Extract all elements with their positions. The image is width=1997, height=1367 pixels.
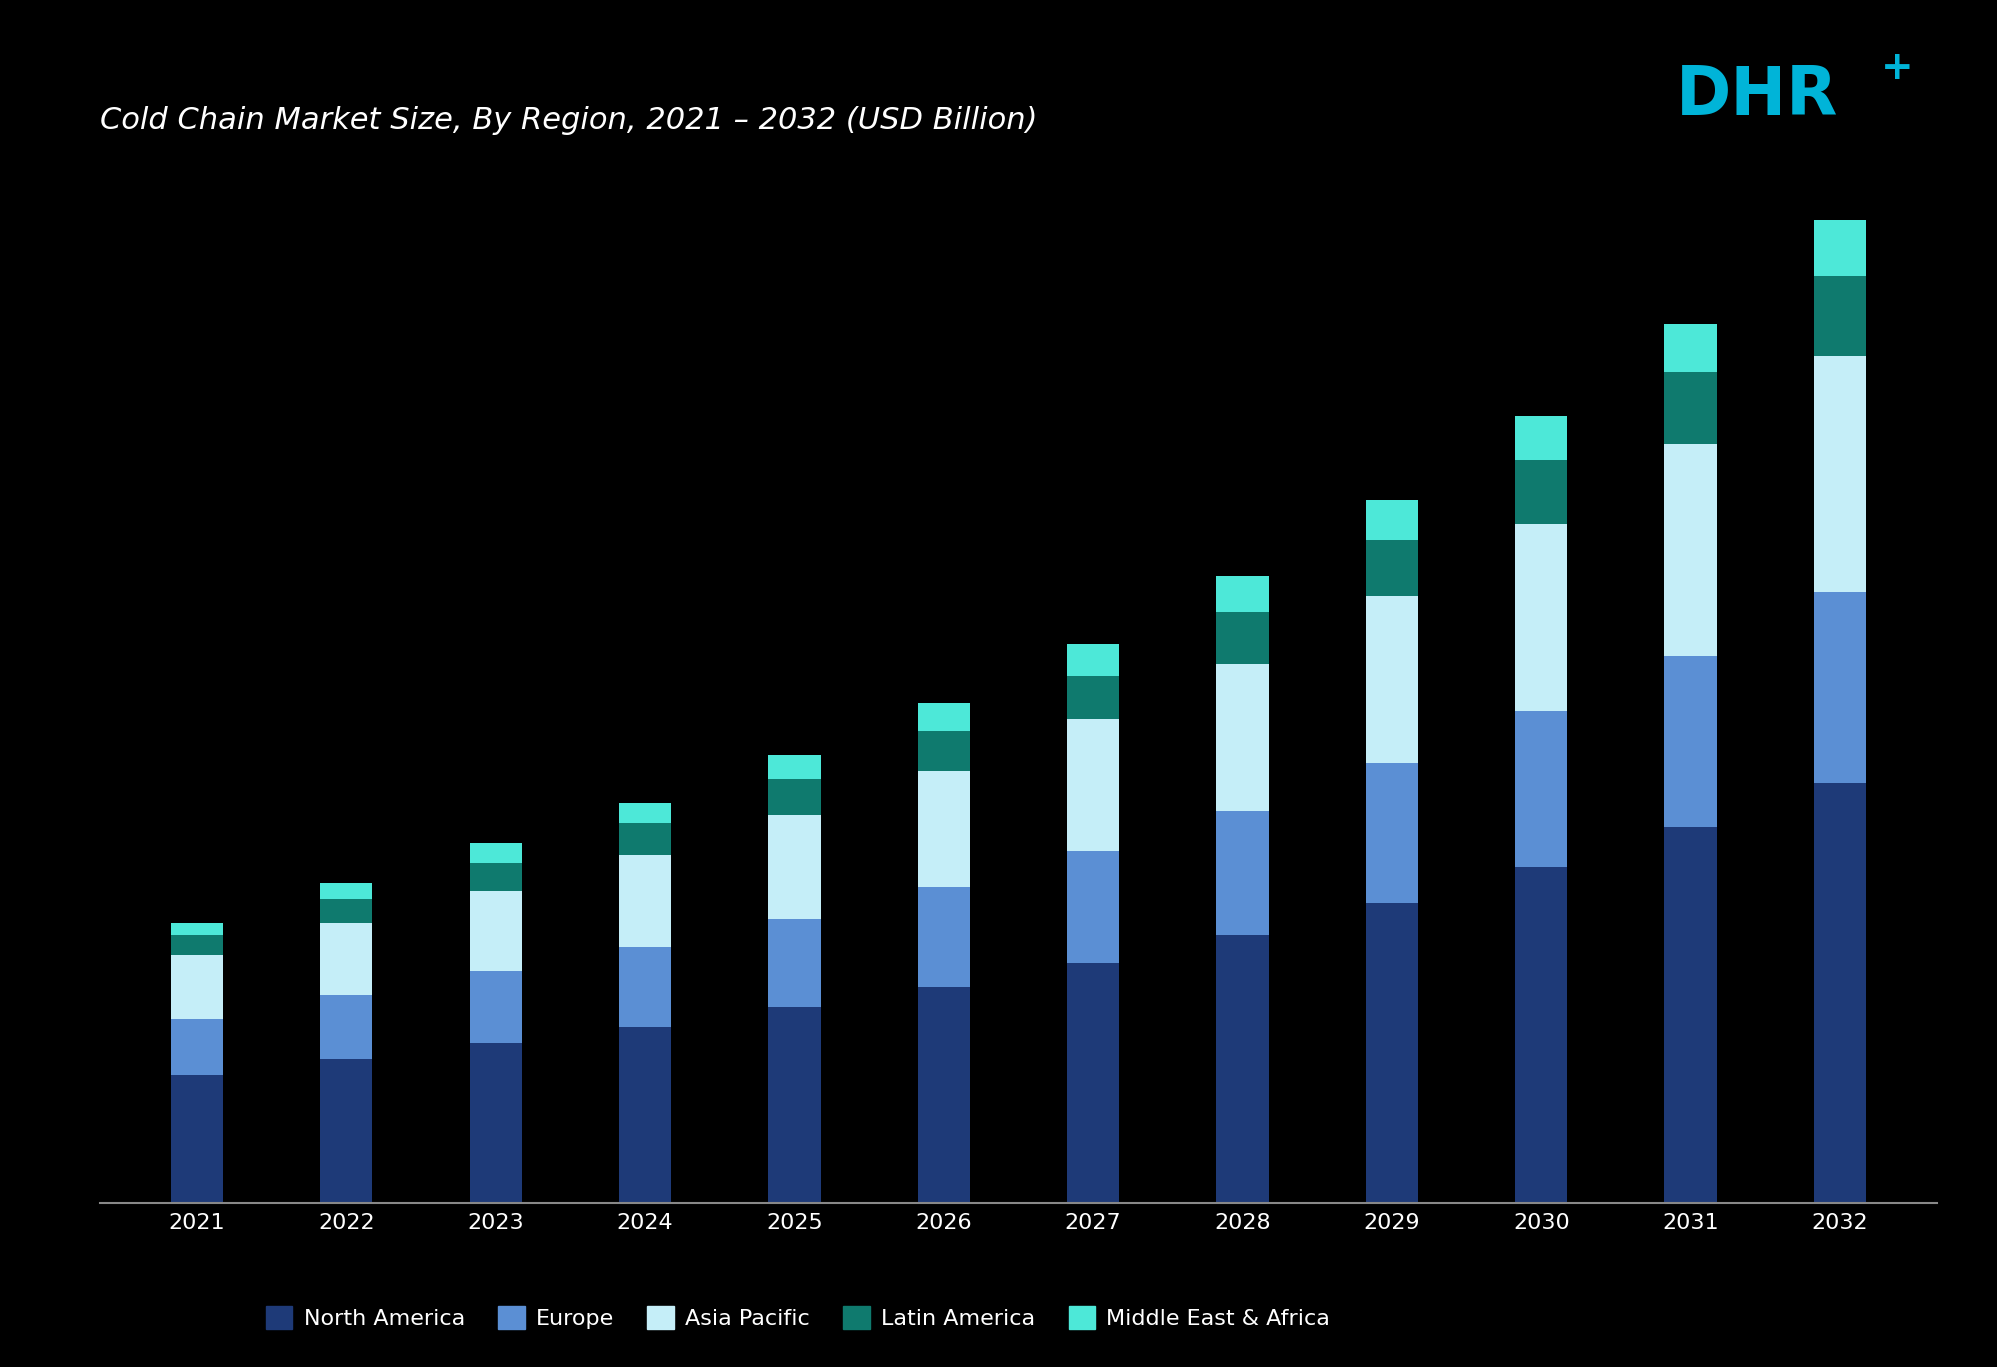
- Bar: [1664, 372, 1717, 444]
- Bar: [919, 887, 971, 987]
- Bar: [1216, 812, 1268, 935]
- Bar: [1516, 867, 1568, 1203]
- Bar: [1813, 592, 1865, 783]
- Bar: [769, 756, 821, 779]
- Bar: [769, 779, 821, 815]
- Bar: [320, 1059, 373, 1203]
- Bar: [320, 923, 373, 995]
- Bar: [1813, 220, 1865, 276]
- Bar: [320, 883, 373, 899]
- Bar: [1216, 576, 1268, 611]
- Bar: [1813, 355, 1865, 592]
- Bar: [619, 947, 671, 1027]
- Bar: [1366, 596, 1418, 763]
- Bar: [1216, 663, 1268, 812]
- Text: +: +: [1881, 49, 1913, 87]
- Bar: [1664, 444, 1717, 656]
- Text: DHR: DHR: [1675, 63, 1839, 128]
- Legend: North America, Europe, Asia Pacific, Latin America, Middle East & Africa: North America, Europe, Asia Pacific, Lat…: [258, 1297, 1340, 1338]
- Bar: [1813, 783, 1865, 1203]
- Bar: [1216, 611, 1268, 663]
- Bar: [619, 804, 671, 823]
- Bar: [1066, 675, 1118, 719]
- Bar: [1813, 276, 1865, 355]
- Bar: [1066, 644, 1118, 675]
- Bar: [469, 843, 521, 864]
- Bar: [1366, 763, 1418, 904]
- Bar: [1664, 324, 1717, 372]
- Bar: [1516, 524, 1568, 711]
- Bar: [1664, 656, 1717, 827]
- Bar: [172, 923, 224, 935]
- Bar: [320, 899, 373, 923]
- Bar: [769, 815, 821, 919]
- Bar: [919, 771, 971, 887]
- Bar: [469, 971, 521, 1043]
- Bar: [769, 919, 821, 1007]
- Bar: [172, 1074, 224, 1203]
- Bar: [172, 1020, 224, 1074]
- Bar: [1216, 935, 1268, 1203]
- Bar: [1066, 852, 1118, 964]
- Bar: [1516, 416, 1568, 459]
- Bar: [469, 891, 521, 971]
- Bar: [1366, 500, 1418, 540]
- Bar: [172, 956, 224, 1020]
- Bar: [1066, 719, 1118, 852]
- Bar: [919, 731, 971, 771]
- Text: Cold Chain Market Size, By Region, 2021 – 2032 (USD Billion): Cold Chain Market Size, By Region, 2021 …: [100, 107, 1036, 135]
- Bar: [172, 935, 224, 956]
- Bar: [1516, 459, 1568, 524]
- Bar: [320, 995, 373, 1059]
- Bar: [1366, 540, 1418, 596]
- Bar: [919, 987, 971, 1203]
- Bar: [1516, 711, 1568, 867]
- Bar: [1664, 827, 1717, 1203]
- Bar: [469, 1043, 521, 1203]
- Bar: [619, 823, 671, 856]
- Bar: [1066, 964, 1118, 1203]
- Bar: [619, 1027, 671, 1203]
- Bar: [919, 704, 971, 731]
- Bar: [769, 1007, 821, 1203]
- Bar: [1366, 904, 1418, 1203]
- Bar: [469, 864, 521, 891]
- Bar: [619, 856, 671, 947]
